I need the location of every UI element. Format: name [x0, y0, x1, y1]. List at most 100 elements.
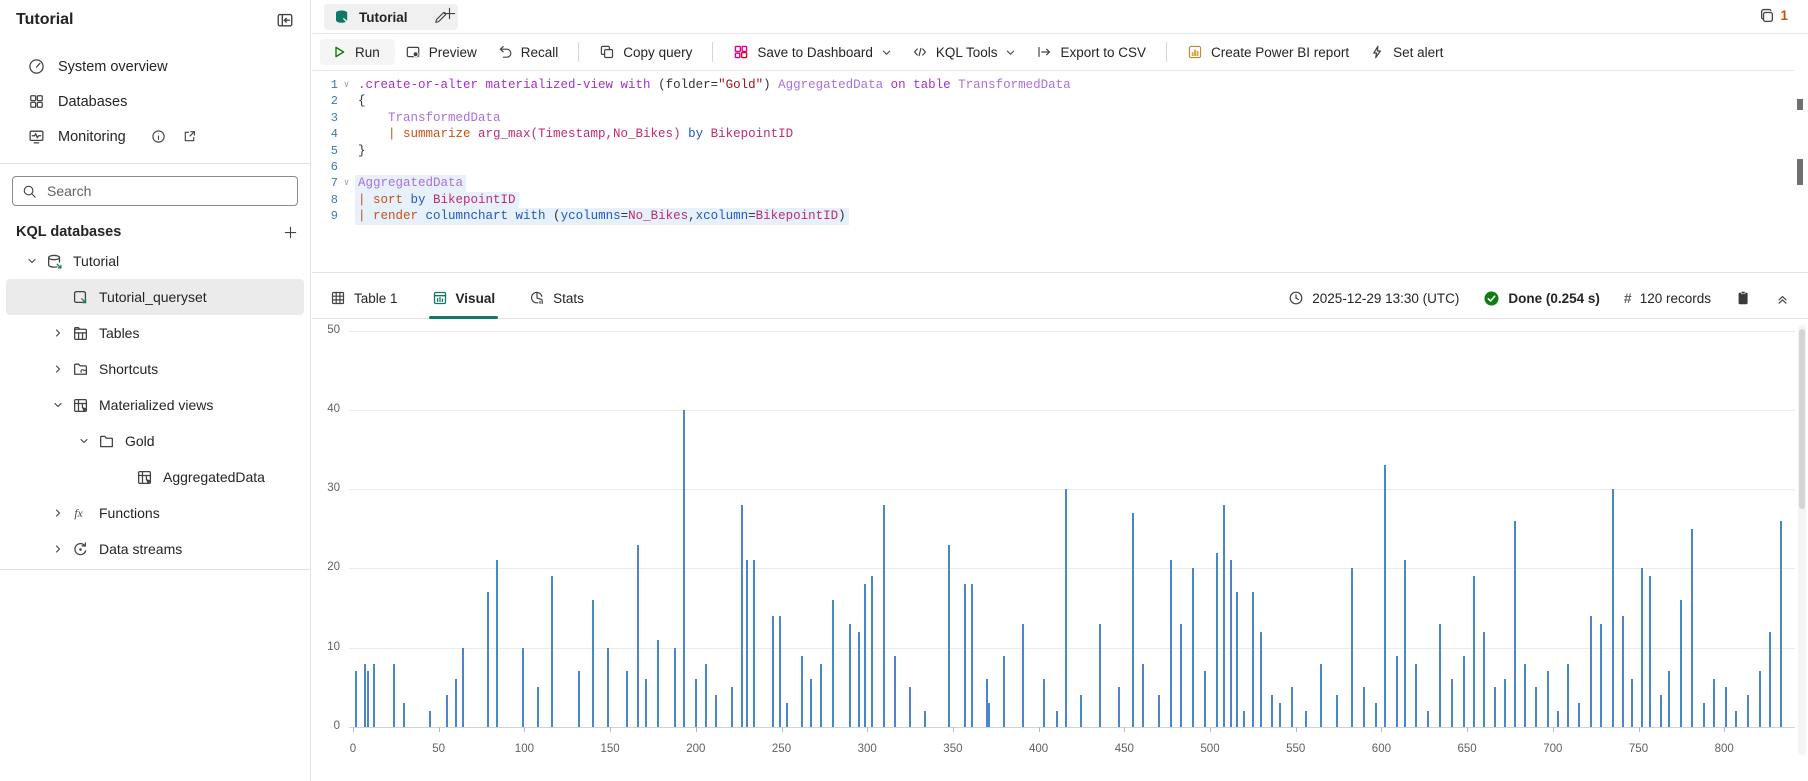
chart-bar — [1375, 703, 1378, 727]
tree-item-materialized-views[interactable]: Materialized views — [6, 387, 304, 423]
chart-bar — [801, 655, 804, 727]
copy-icon — [599, 44, 615, 60]
fold-chevron-icon[interactable]: ∨ — [343, 178, 350, 189]
chart-bar — [1279, 703, 1282, 727]
chart-bar — [1503, 679, 1506, 727]
chart-bar — [857, 631, 860, 727]
chart-bar — [636, 544, 639, 727]
sidebar-item-system-overview[interactable]: System overview — [0, 49, 310, 84]
clipboard-copy-icon[interactable] — [1735, 290, 1751, 306]
line-number: 3 — [330, 110, 338, 125]
code-line-4[interactable]: 4 | summarize arg_max(Timestamp,No_Bikes… — [312, 126, 1788, 142]
tab-tutorial[interactable]: Tutorial — [324, 4, 458, 30]
tab-count-badge[interactable]: 1 — [1758, 7, 1788, 24]
chevron-right-icon[interactable] — [46, 507, 70, 519]
results-tab-stats[interactable]: Stats — [529, 278, 584, 319]
export-icon — [1036, 44, 1052, 60]
copy-query-button[interactable]: Copy query — [589, 39, 702, 65]
run-play-icon — [331, 44, 347, 60]
x-axis-label: 800 — [1714, 743, 1734, 755]
line-number: 9 — [330, 209, 338, 224]
search-input[interactable] — [45, 182, 288, 200]
kql-tools-button[interactable]: KQL Tools — [902, 39, 1027, 65]
tree-item-label: Functions — [99, 505, 160, 521]
code-text — [355, 159, 361, 175]
code-line-9[interactable]: 9 | render columnchart with (ycolumns=No_… — [312, 208, 1788, 225]
chevron-right-icon[interactable] — [46, 543, 70, 555]
info-icon[interactable] — [151, 129, 166, 144]
collapse-panel-icon[interactable] — [276, 11, 294, 29]
query-editor[interactable]: 1 ∨ .create-or-alter materialized-view wit… — [312, 71, 1808, 273]
tree-item-aggregateddata[interactable]: AggregatedData — [6, 459, 304, 495]
data-stream-icon — [72, 541, 89, 558]
chart-bar — [1363, 687, 1366, 727]
chevron-right-icon[interactable] — [46, 327, 70, 339]
results-tab-table-1[interactable]: Table 1 — [330, 278, 398, 319]
results-tab-visual[interactable]: Visual — [428, 278, 498, 319]
chart-bar — [674, 647, 677, 727]
sidebar-item-databases[interactable]: Databases — [0, 84, 310, 119]
line-number: 4 — [330, 127, 338, 142]
create-power-bi-report-button[interactable]: Create Power BI report — [1177, 39, 1359, 65]
x-axis-label: 700 — [1543, 743, 1563, 755]
code-line-5[interactable]: 5} — [312, 143, 1788, 159]
sidebar-item-monitoring[interactable]: Monitoring — [0, 119, 310, 154]
materialized-view-icon — [72, 397, 89, 414]
chart-bar — [1320, 663, 1323, 727]
chart-bar — [1735, 711, 1738, 727]
chart-bar — [521, 647, 524, 727]
fold-gutter — [338, 208, 355, 224]
preview-button[interactable]: Preview — [395, 39, 487, 65]
x-axis-label: 250 — [771, 743, 792, 755]
chart-bar — [1395, 655, 1398, 727]
chart-bar — [1203, 671, 1206, 727]
line-number: 2 — [330, 94, 338, 109]
x-axis-label: 750 — [1628, 743, 1649, 755]
chart-bar — [537, 687, 540, 727]
tree-item-data-streams[interactable]: Data streams — [6, 531, 304, 567]
tree-item-shortcuts[interactable]: Shortcuts — [6, 351, 304, 387]
x-axis-tick — [438, 727, 440, 732]
sidebar-nav: System overview Databases Monitoring — [0, 49, 310, 154]
edit-pencil-icon[interactable] — [433, 10, 448, 25]
tree-item-gold[interactable]: Gold — [6, 423, 304, 459]
set-alert-button[interactable]: Set alert — [1359, 39, 1453, 65]
editor-scrollbar[interactable] — [1795, 73, 1805, 268]
run-button[interactable]: Run — [320, 39, 395, 65]
chart-bar — [1702, 703, 1705, 727]
tree-item-tutorial-queryset[interactable]: Tutorial_queryset — [6, 279, 304, 315]
code-line-6[interactable]: 6 — [312, 159, 1788, 175]
open-external-icon[interactable] — [182, 129, 197, 144]
chart-bar — [607, 647, 610, 727]
code-text: | render columnchart with (ycolumns=No_B… — [355, 208, 849, 225]
recall-button[interactable]: Recall — [487, 39, 569, 65]
chart-bar — [1404, 560, 1407, 727]
x-axis-label: 350 — [943, 743, 963, 755]
fold-chevron-icon[interactable]: ∨ — [343, 80, 350, 90]
chevron-down-icon[interactable] — [46, 399, 70, 411]
save-to-dashboard-button[interactable]: Save to Dashboard — [723, 39, 902, 65]
export-to-csv-button[interactable]: Export to CSV — [1026, 39, 1156, 65]
results-header: Table 1 Visual Stats 2025-12-29 13:30 (UTC… — [312, 278, 1808, 319]
chevron-right-icon[interactable] — [46, 363, 70, 375]
add-database-icon[interactable] — [283, 225, 298, 240]
tree-item-tutorial[interactable]: Tutorial — [6, 243, 304, 279]
code-line-8[interactable]: 8 | sort by BikepointID — [312, 191, 1788, 209]
code-line-7[interactable]: 7 ∨ AggregatedData — [312, 175, 1788, 192]
collapse-results-icon[interactable] — [1775, 291, 1790, 306]
code-text: } — [358, 143, 366, 158]
chart-bar — [924, 711, 927, 727]
x-axis-label: 0 — [349, 743, 357, 755]
new-tab-icon[interactable] — [442, 6, 457, 21]
chart-bar — [1483, 631, 1486, 727]
results-scrollbar[interactable] — [1798, 325, 1806, 755]
code-line-2[interactable]: 2{ — [312, 93, 1788, 109]
tree-item-tables[interactable]: Tables — [6, 315, 304, 351]
chevron-down-icon[interactable] — [20, 255, 44, 267]
code-line-1[interactable]: 1 ∨ .create-or-alter materialized-view wit… — [312, 77, 1788, 93]
chart-bar — [1335, 695, 1338, 727]
tree-item-functions[interactable]: fx Functions — [6, 495, 304, 531]
chevron-down-icon[interactable] — [72, 435, 96, 447]
code-line-3[interactable]: 3 TransformedData — [312, 110, 1788, 126]
